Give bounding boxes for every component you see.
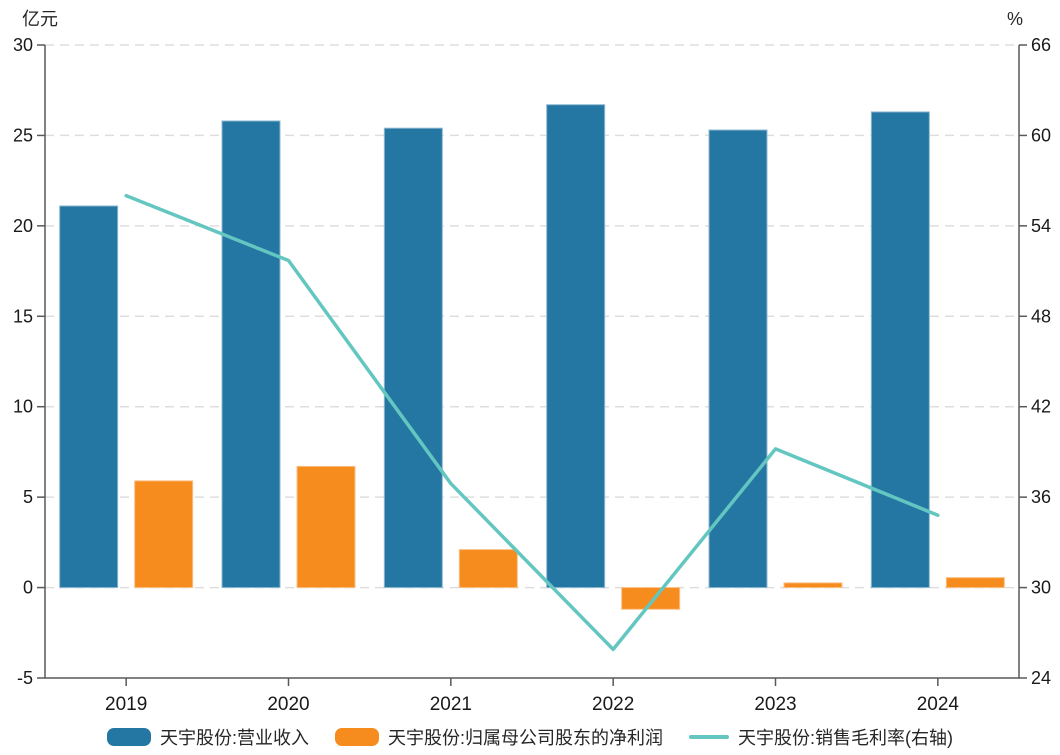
revenue-bars — [59, 104, 930, 589]
revenue-bar-2023 — [708, 129, 768, 589]
x-tick-label-2022: 2022 — [592, 694, 634, 715]
right-tick-label: 42 — [1031, 397, 1051, 417]
x-axis-ticks: 2019 2020 2021 2022 2023 2024 — [105, 678, 959, 715]
gross-margin-line-swatch-icon — [689, 735, 729, 739]
left-tick-label: 20 — [13, 216, 33, 236]
x-tick-label-2024: 2024 — [917, 694, 960, 715]
revenue-swatch-icon — [106, 728, 151, 746]
legend: 天宇股份:营业收入 天宇股份:归属母公司股东的净利润 天宇股份:销售毛利率(右轴… — [0, 724, 1060, 750]
net-profit-bar-2024 — [945, 577, 1005, 589]
left-tick-label: 5 — [23, 487, 33, 507]
x-tick-label-2020: 2020 — [267, 694, 309, 715]
left-tick-label: 25 — [13, 125, 33, 145]
left-axis-ticks: 30 25 20 15 10 5 0 -5 — [13, 35, 45, 688]
axes — [44, 45, 1020, 679]
gross-margin-line-group — [124, 193, 940, 652]
revenue-bar-2021 — [383, 127, 443, 589]
net-profit-bars — [134, 465, 1005, 610]
net-profit-swatch-icon — [335, 728, 379, 746]
right-tick-label: 48 — [1031, 306, 1051, 326]
legend-item-gross-margin: 天宇股份:销售毛利率(右轴) — [689, 724, 953, 750]
x-tick-label-2023: 2023 — [754, 694, 796, 715]
left-axis-unit-label: 亿元 — [22, 9, 58, 29]
legend-label-revenue: 天宇股份:营业收入 — [159, 728, 309, 748]
right-tick-label: 54 — [1031, 216, 1051, 236]
left-tick-label: 10 — [13, 397, 33, 417]
gridlines — [45, 44, 1019, 589]
legend-label-gross-margin: 天宇股份:销售毛利率(右轴) — [738, 728, 953, 748]
revenue-bar-2019 — [59, 205, 119, 589]
right-axis-unit-label: % — [1007, 9, 1024, 29]
net-profit-bar-2020 — [296, 465, 356, 589]
left-tick-label: 15 — [13, 306, 33, 326]
right-tick-label: 30 — [1031, 578, 1051, 598]
legend-item-net-profit: 天宇股份:归属母公司股东的净利润 — [335, 724, 663, 750]
right-axis-ticks: 66 60 54 48 42 36 30 24 — [1019, 35, 1051, 688]
right-tick-label: 66 — [1031, 35, 1051, 55]
legend-item-revenue: 天宇股份:营业收入 — [106, 724, 309, 750]
right-tick-label: 36 — [1031, 487, 1051, 507]
gross-margin-line — [124, 193, 940, 652]
left-tick-label: 0 — [23, 578, 33, 598]
revenue-bar-2024 — [870, 111, 930, 589]
x-tick-label-2019: 2019 — [105, 694, 147, 715]
x-tick-label-2021: 2021 — [430, 694, 472, 715]
legend-label-net-profit: 天宇股份:归属母公司股东的净利润 — [388, 728, 663, 748]
revenue-bar-2022 — [546, 104, 606, 589]
left-tick-label: 30 — [13, 35, 33, 55]
right-tick-label: 24 — [1031, 668, 1051, 688]
right-tick-label: 60 — [1031, 125, 1051, 145]
net-profit-bar-2022 — [621, 587, 681, 610]
net-profit-bar-2019 — [134, 480, 194, 589]
revenue-bar-2020 — [221, 120, 281, 589]
left-tick-label: -5 — [17, 668, 33, 688]
net-profit-bar-2023 — [783, 582, 843, 589]
net-profit-bar-2021 — [458, 549, 518, 589]
